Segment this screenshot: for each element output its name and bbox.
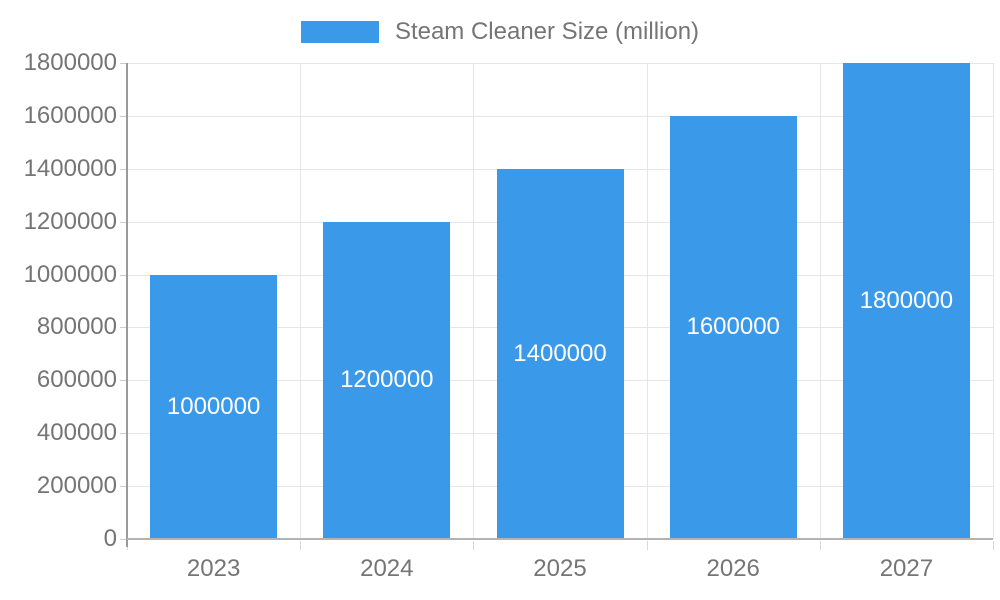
y-tick-label: 1200000	[23, 207, 117, 235]
x-gridline	[646, 63, 648, 539]
y-tick-label: 800000	[36, 313, 117, 341]
bar	[150, 274, 278, 539]
x-gridline	[819, 63, 821, 539]
x-axis-tick	[646, 541, 648, 550]
x-gridline	[473, 63, 475, 539]
y-axis-tick	[120, 63, 127, 64]
x-tick-label: 2026	[706, 555, 760, 582]
bar	[323, 221, 451, 539]
bar-value-label: 1600000	[686, 313, 780, 341]
x-tick-label: 2024	[360, 555, 414, 582]
y-axis-tick	[120, 115, 127, 117]
y-tick-label: 1800000	[23, 49, 117, 76]
x-tick-label: 2025	[533, 555, 587, 582]
y-axis-tick	[120, 433, 127, 435]
legend: Steam Cleaner Size (million)	[0, 18, 1000, 46]
y-tick-label: 200000	[36, 472, 117, 500]
legend-label: Steam Cleaner Size (million)	[394, 18, 700, 45]
y-axis-line	[126, 63, 128, 547]
y-axis-tick	[120, 221, 127, 223]
x-tick-label: 2027	[879, 555, 934, 582]
y-axis-tick	[120, 274, 127, 276]
y-axis-tick	[120, 168, 127, 170]
x-gridline	[300, 63, 302, 539]
y-tick-label: 400000	[36, 419, 117, 447]
y-gridline	[127, 115, 993, 117]
bar	[842, 63, 970, 539]
x-tick-label: 2023	[186, 555, 241, 582]
x-axis-tick	[300, 541, 302, 550]
x-axis-tick	[473, 541, 475, 550]
y-axis-tick	[120, 486, 127, 488]
legend-swatch	[300, 21, 379, 43]
y-tick-label: 0	[103, 525, 117, 552]
y-tick-label: 600000	[36, 366, 117, 394]
y-axis-tick	[120, 327, 127, 329]
y-tick-label: 1000000	[23, 260, 117, 288]
x-axis-tick	[819, 541, 821, 550]
y-tick-label: 1400000	[23, 154, 117, 182]
bar-value-label: 1400000	[513, 339, 607, 367]
y-axis-tick	[120, 380, 127, 382]
y-tick-label: 1600000	[23, 101, 117, 129]
bar	[669, 115, 797, 539]
x-axis-tick	[993, 541, 994, 550]
bar-value-label: 1800000	[859, 287, 954, 314]
y-axis-tick	[120, 539, 127, 540]
y-gridline	[127, 63, 993, 64]
x-gridline	[993, 63, 994, 539]
bar-value-label: 1200000	[340, 366, 434, 394]
x-axis-line	[127, 538, 993, 540]
bar	[496, 168, 624, 539]
bar-value-label: 1000000	[166, 392, 261, 420]
